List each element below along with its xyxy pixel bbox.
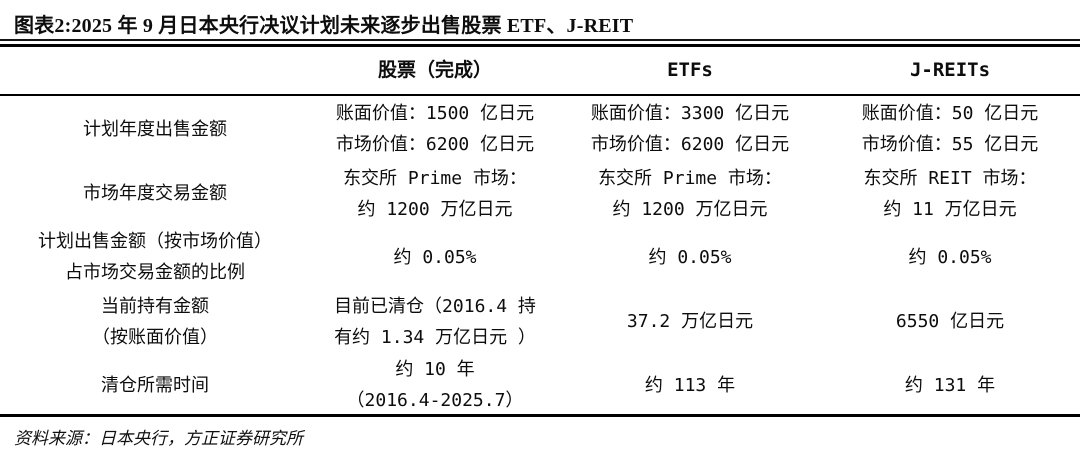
cell-line: 有约 1.34 万亿日元 ） bbox=[334, 326, 536, 348]
cell-line: （2016.4-2025.7） bbox=[346, 390, 524, 411]
cell-line: 约 11 万亿日元 bbox=[883, 198, 1017, 220]
row-label-line: 市场年度交易金额 bbox=[83, 183, 227, 204]
header-empty bbox=[0, 47, 310, 94]
boj-sales-table: 股票（完成） ETFs J-REITs 计划年度出售金额 账面价值：1500 亿… bbox=[0, 44, 1080, 417]
cell-line: 约 131 年 bbox=[904, 374, 996, 396]
table-row-sales-ratio-of-turnover: 计划出售金额（按市场价值） 占市场交易金额的比例 约 0.05% 约 0.05%… bbox=[0, 225, 1080, 289]
cell-line: 东交所 Prime 市场： bbox=[343, 167, 527, 189]
cell-etfs: 东交所 Prime 市场： 约 1200 万亿日元 bbox=[560, 162, 820, 225]
data-source-note: 资料来源：日本央行，方正证券研究所 bbox=[14, 429, 303, 448]
cell-jreits: 6550 亿日元 bbox=[820, 289, 1080, 354]
cell-line: 约 1200 万亿日元 bbox=[357, 198, 513, 220]
cell-line: 东交所 REIT 市场： bbox=[863, 167, 1037, 189]
cell-stocks: 东交所 Prime 市场： 约 1200 万亿日元 bbox=[310, 162, 560, 225]
row-label: 计划出售金额（按市场价值） 占市场交易金额的比例 bbox=[0, 225, 310, 289]
figure-title: 图表2:2025 年 9 月日本央行决议计划未来逐步出售股票 ETF、J-REI… bbox=[0, 0, 1080, 41]
cell-stocks: 账面价值：1500 亿日元 市场价值：6200 亿日元 bbox=[310, 96, 560, 162]
cell-line: 约 10 年 bbox=[395, 359, 475, 380]
table-row-time-to-liquidate: 清仓所需时间 约 10 年 （2016.4-2025.7） 约 113 年 约 … bbox=[0, 354, 1080, 414]
row-label-line: 计划年度出售金额 bbox=[83, 118, 227, 140]
cell-stocks: 约 10 年 （2016.4-2025.7） bbox=[310, 354, 560, 416]
table-row-annual-market-turnover: 市场年度交易金额 东交所 Prime 市场： 约 1200 万亿日元 东交所 P… bbox=[0, 162, 1080, 225]
cell-line: 37.2 万亿日元 bbox=[626, 311, 754, 332]
cell-jreits: 约 131 年 bbox=[820, 354, 1080, 416]
row-label-line: 清仓所需时间 bbox=[101, 374, 209, 396]
cell-stocks: 目前已清仓（2016.4 持 有约 1.34 万亿日元 ） bbox=[310, 289, 560, 354]
cell-line: 约 113 年 bbox=[644, 374, 736, 396]
cell-etfs: 约 113 年 bbox=[560, 354, 820, 416]
cell-jreits: 约 0.05% bbox=[820, 225, 1080, 289]
cell-line: 账面价值：3300 亿日元 bbox=[590, 103, 790, 124]
cell-line: 东交所 Prime 市场： bbox=[598, 167, 782, 189]
row-label: 计划年度出售金额 bbox=[0, 96, 310, 162]
header-jreits: J-REITs bbox=[909, 59, 991, 81]
cell-line: 约 0.05% bbox=[393, 246, 477, 268]
cell-line: 约 1200 万亿日元 bbox=[612, 198, 768, 220]
row-label-line: （按账面价值） bbox=[92, 326, 218, 348]
cell-line: 账面价值：50 亿日元 bbox=[861, 103, 1039, 124]
cell-etfs: 37.2 万亿日元 bbox=[560, 289, 820, 354]
cell-line: 目前已清仓（2016.4 持 bbox=[334, 295, 536, 317]
cell-stocks: 约 0.05% bbox=[310, 225, 560, 289]
cell-line: 账面价值：1500 亿日元 bbox=[335, 103, 535, 124]
row-label: 清仓所需时间 bbox=[0, 354, 310, 416]
row-label-line: 占市场交易金额的比例 bbox=[65, 262, 245, 283]
cell-line: 市场价值：6200 亿日元 bbox=[590, 134, 790, 155]
cell-etfs: 约 0.05% bbox=[560, 225, 820, 289]
cell-line: 约 0.05% bbox=[648, 246, 732, 268]
row-label-line: 计划出售金额（按市场价值） bbox=[38, 231, 272, 252]
table-row-planned-annual-sales: 计划年度出售金额 账面价值：1500 亿日元 市场价值：6200 亿日元 账面价… bbox=[0, 96, 1080, 162]
row-label: 当前持有金额 （按账面价值） bbox=[0, 289, 310, 354]
table-row-current-holdings: 当前持有金额 （按账面价值） 目前已清仓（2016.4 持 有约 1.34 万亿… bbox=[0, 289, 1080, 354]
cell-jreits: 账面价值：50 亿日元 市场价值：55 亿日元 bbox=[820, 96, 1080, 162]
row-label: 市场年度交易金额 bbox=[0, 162, 310, 225]
cell-line: 6550 亿日元 bbox=[895, 311, 1005, 332]
row-label-line: 当前持有金额 bbox=[101, 295, 209, 317]
cell-line: 市场价值：6200 亿日元 bbox=[335, 134, 535, 155]
cell-jreits: 东交所 REIT 市场： 约 11 万亿日元 bbox=[820, 162, 1080, 225]
table-header-row: 股票（完成） ETFs J-REITs bbox=[0, 47, 1080, 96]
cell-etfs: 账面价值：3300 亿日元 市场价值：6200 亿日元 bbox=[560, 96, 820, 162]
header-etfs: ETFs bbox=[667, 59, 713, 81]
cell-line: 市场价值：55 亿日元 bbox=[861, 134, 1039, 155]
cell-line: 约 0.05% bbox=[908, 246, 992, 268]
header-stocks: 股票（完成） bbox=[377, 59, 492, 81]
